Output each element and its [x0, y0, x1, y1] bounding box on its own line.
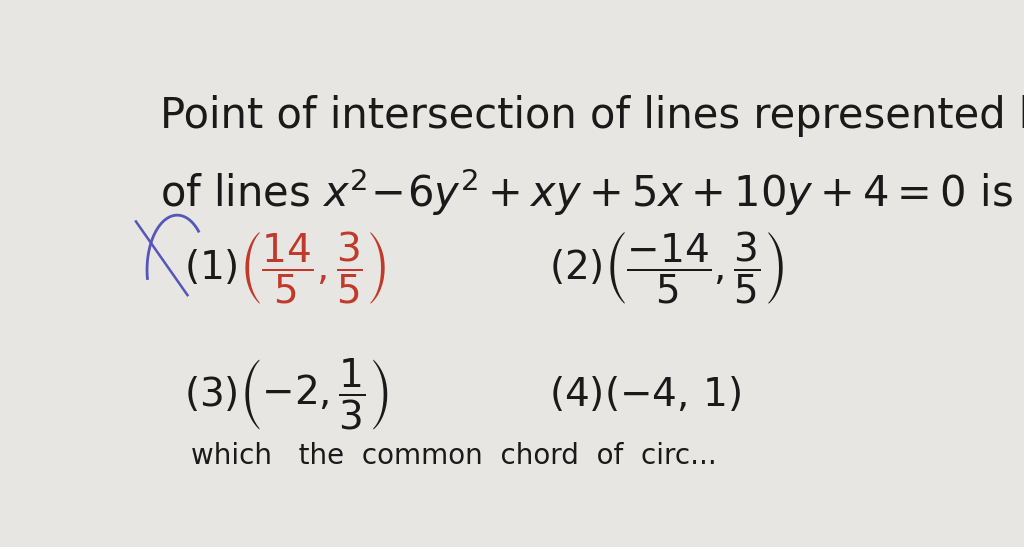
Text: Point of intersection of lines represented by pair: Point of intersection of lines represent… — [160, 95, 1024, 137]
Text: $\left(\dfrac{-14}{5},\dfrac{3}{5}\right)$: $\left(\dfrac{-14}{5},\dfrac{3}{5}\right… — [604, 229, 784, 306]
Text: $(4)$: $(4)$ — [549, 375, 602, 414]
Text: $(2)$: $(2)$ — [549, 248, 602, 287]
Text: which   the  common  chord  of  circ...: which the common chord of circ... — [191, 442, 717, 470]
Text: $\left(-2,\dfrac{1}{3}\right)$: $\left(-2,\dfrac{1}{3}\right)$ — [240, 357, 389, 432]
Text: $(3)$: $(3)$ — [183, 375, 238, 414]
Text: $(-4,\,1)$: $(-4,\,1)$ — [604, 375, 741, 414]
Text: of lines $x^2\!-\!6y^2 + xy + 5x + 10y + 4 = 0$ is: of lines $x^2\!-\!6y^2 + xy + 5x + 10y +… — [160, 167, 1013, 218]
Text: $(1)$: $(1)$ — [183, 248, 238, 287]
Text: $\left(\dfrac{14}{5},\dfrac{3}{5}\right)$: $\left(\dfrac{14}{5},\dfrac{3}{5}\right)… — [240, 229, 387, 306]
